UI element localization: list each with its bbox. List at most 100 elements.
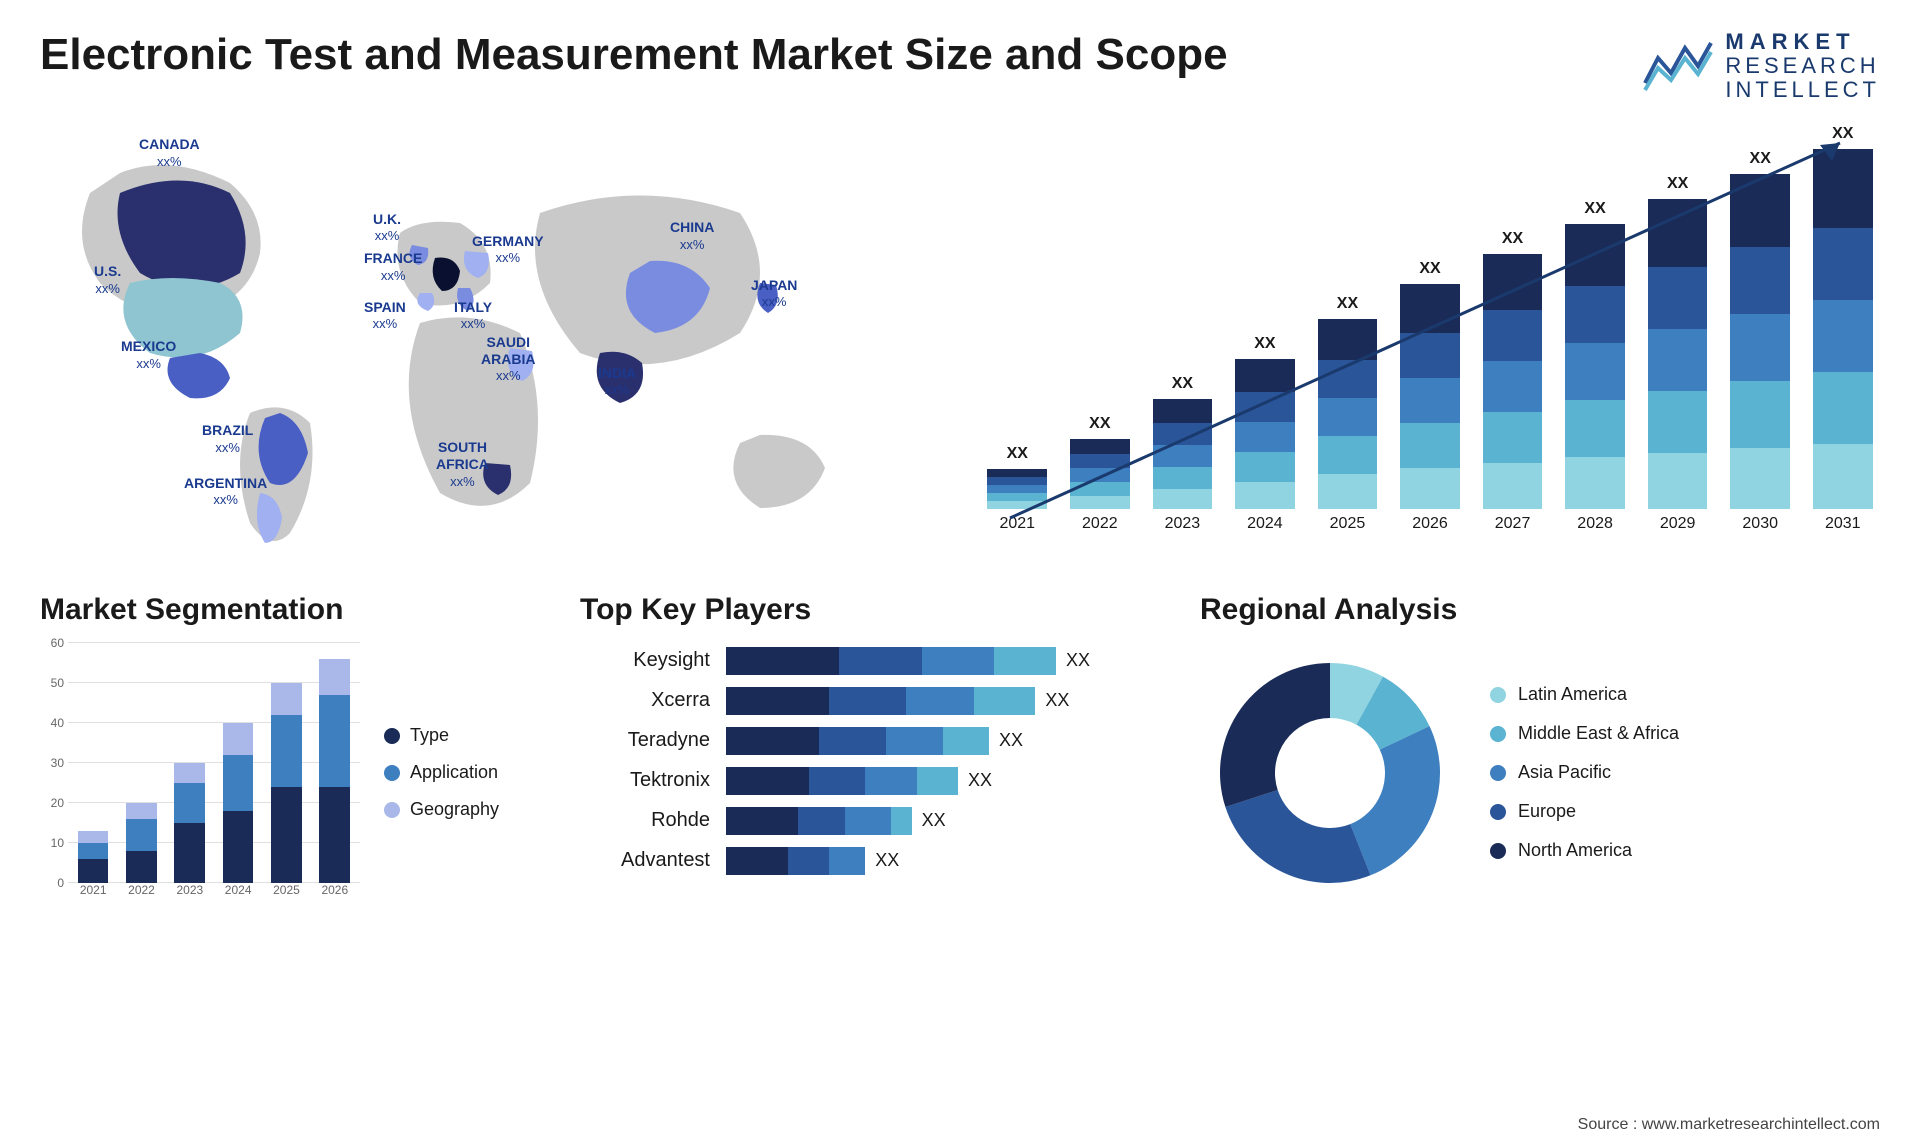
logo-l1: MARKET bbox=[1725, 30, 1880, 54]
seg-x-labels: 202120222023202420252026 bbox=[68, 883, 360, 903]
seg-bar-seg bbox=[271, 715, 302, 787]
seg-bar-seg bbox=[126, 819, 157, 851]
map-label: ITALYxx% bbox=[454, 299, 492, 333]
kp-bar-seg bbox=[943, 727, 989, 755]
kp-bar-seg bbox=[845, 807, 891, 835]
legend-label: Europe bbox=[1518, 801, 1576, 822]
kp-bar-seg bbox=[906, 687, 973, 715]
kp-bar bbox=[726, 727, 989, 755]
kp-label: Rohde bbox=[580, 809, 710, 832]
legend-item: Europe bbox=[1490, 801, 1679, 822]
legend-item: North America bbox=[1490, 840, 1679, 861]
kp-bar-seg bbox=[788, 847, 829, 875]
regional-panel: Regional Analysis Latin AmericaMiddle Ea… bbox=[1200, 593, 1880, 903]
legend-dot bbox=[1490, 765, 1506, 781]
kp-row: KeysightXX bbox=[580, 647, 1160, 675]
seg-bar-stack bbox=[78, 831, 109, 883]
segmentation-panel: Market Segmentation 0102030405060 202120… bbox=[40, 593, 540, 903]
y-tick-label: 20 bbox=[51, 796, 64, 810]
kp-label: Tektronix bbox=[580, 769, 710, 792]
seg-bar-seg bbox=[174, 783, 205, 823]
kp-bar-seg bbox=[726, 767, 809, 795]
seg-bar-seg bbox=[126, 803, 157, 819]
map-label: MEXICOxx% bbox=[121, 338, 176, 372]
seg-x-label: 2023 bbox=[171, 883, 209, 903]
kp-bar bbox=[726, 687, 1035, 715]
kp-value: XX bbox=[922, 810, 946, 831]
kp-bar bbox=[726, 807, 912, 835]
kp-bar-seg bbox=[726, 727, 819, 755]
y-tick-label: 50 bbox=[51, 676, 64, 690]
donut-chart bbox=[1200, 643, 1460, 903]
seg-bar-col bbox=[122, 803, 160, 883]
kp-label: Advantest bbox=[580, 849, 710, 872]
kp-bar-seg bbox=[865, 767, 917, 795]
kp-bar-seg bbox=[819, 727, 886, 755]
seg-x-label: 2021 bbox=[74, 883, 112, 903]
kp-label: Teradyne bbox=[580, 729, 710, 752]
legend-item: Middle East & Africa bbox=[1490, 723, 1679, 744]
kp-bar-seg bbox=[839, 647, 922, 675]
kp-value: XX bbox=[1066, 650, 1090, 671]
kp-bar-seg bbox=[809, 767, 866, 795]
segmentation-chart: 0102030405060 202120222023202420252026 bbox=[40, 643, 360, 903]
key-players-body: KeysightXX XcerraXX Teradyne XX Tektronix XX R… bbox=[580, 643, 1160, 875]
legend-item: Geography bbox=[384, 799, 499, 820]
donut-slice bbox=[1350, 726, 1440, 875]
segmentation-body: 0102030405060 202120222023202420252026 T… bbox=[40, 643, 540, 903]
map-label: SPAINxx% bbox=[364, 299, 406, 333]
seg-bar-seg bbox=[223, 755, 254, 811]
map-label: CHINAxx% bbox=[670, 219, 714, 253]
kp-bar-seg bbox=[922, 647, 994, 675]
kp-bar bbox=[726, 767, 958, 795]
map-label: GERMANYxx% bbox=[472, 233, 544, 267]
legend-dot bbox=[384, 728, 400, 744]
kp-bar-seg bbox=[829, 847, 865, 875]
legend-label: Geography bbox=[410, 799, 499, 820]
seg-bar-col bbox=[316, 659, 354, 883]
seg-bar-col bbox=[171, 763, 209, 883]
donut-slice bbox=[1225, 790, 1370, 883]
legend-dot bbox=[1490, 726, 1506, 742]
legend-label: North America bbox=[1518, 840, 1632, 861]
map-label: FRANCExx% bbox=[364, 250, 422, 284]
logo-l2: RESEARCH bbox=[1725, 54, 1880, 78]
legend-label: Application bbox=[410, 762, 498, 783]
seg-x-label: 2022 bbox=[122, 883, 160, 903]
map-label: SAUDIARABIAxx% bbox=[481, 334, 535, 384]
seg-bar-stack bbox=[126, 803, 157, 883]
seg-x-label: 2025 bbox=[267, 883, 305, 903]
seg-bar-col bbox=[74, 831, 112, 883]
seg-bar-stack bbox=[271, 683, 302, 883]
kp-row: Teradyne XX bbox=[580, 727, 1160, 755]
footer-source: Source : www.marketresearchintellect.com bbox=[1578, 1116, 1880, 1134]
legend-label: Asia Pacific bbox=[1518, 762, 1611, 783]
seg-x-label: 2024 bbox=[219, 883, 257, 903]
seg-bar-seg bbox=[174, 763, 205, 783]
top-row: CANADAxx%U.S.xx%MEXICOxx%BRAZILxx%ARGENT… bbox=[40, 123, 1880, 563]
header: Electronic Test and Measurement Market S… bbox=[40, 30, 1880, 103]
kp-bar-seg bbox=[917, 767, 958, 795]
map-label: U.K.xx% bbox=[373, 211, 401, 245]
seg-bar-seg bbox=[319, 695, 350, 787]
kp-bar-seg bbox=[829, 687, 906, 715]
seg-y-axis: 0102030405060 bbox=[40, 643, 68, 883]
bottom-row: Market Segmentation 0102030405060 202120… bbox=[40, 593, 1880, 903]
kp-value: XX bbox=[875, 850, 899, 871]
kp-bar-wrap: XX bbox=[726, 647, 1160, 675]
segmentation-title: Market Segmentation bbox=[40, 593, 540, 627]
kp-bar-wrap: XX bbox=[726, 767, 1160, 795]
y-tick-label: 30 bbox=[51, 756, 64, 770]
kp-bar-wrap: XX bbox=[726, 847, 1160, 875]
map-label: U.S.xx% bbox=[94, 263, 121, 297]
seg-bar-seg bbox=[223, 723, 254, 755]
legend-dot bbox=[1490, 843, 1506, 859]
kp-row: XcerraXX bbox=[580, 687, 1160, 715]
kp-bar bbox=[726, 847, 865, 875]
kp-bar-seg bbox=[994, 647, 1056, 675]
main-bar-panel: XX2021XX2022XX2023XX2024XX2025XX2026XX20… bbox=[980, 123, 1880, 563]
y-tick-label: 10 bbox=[51, 836, 64, 850]
kp-bar-wrap: XX bbox=[726, 727, 1160, 755]
page-title: Electronic Test and Measurement Market S… bbox=[40, 30, 1228, 80]
seg-bar-seg bbox=[126, 851, 157, 883]
